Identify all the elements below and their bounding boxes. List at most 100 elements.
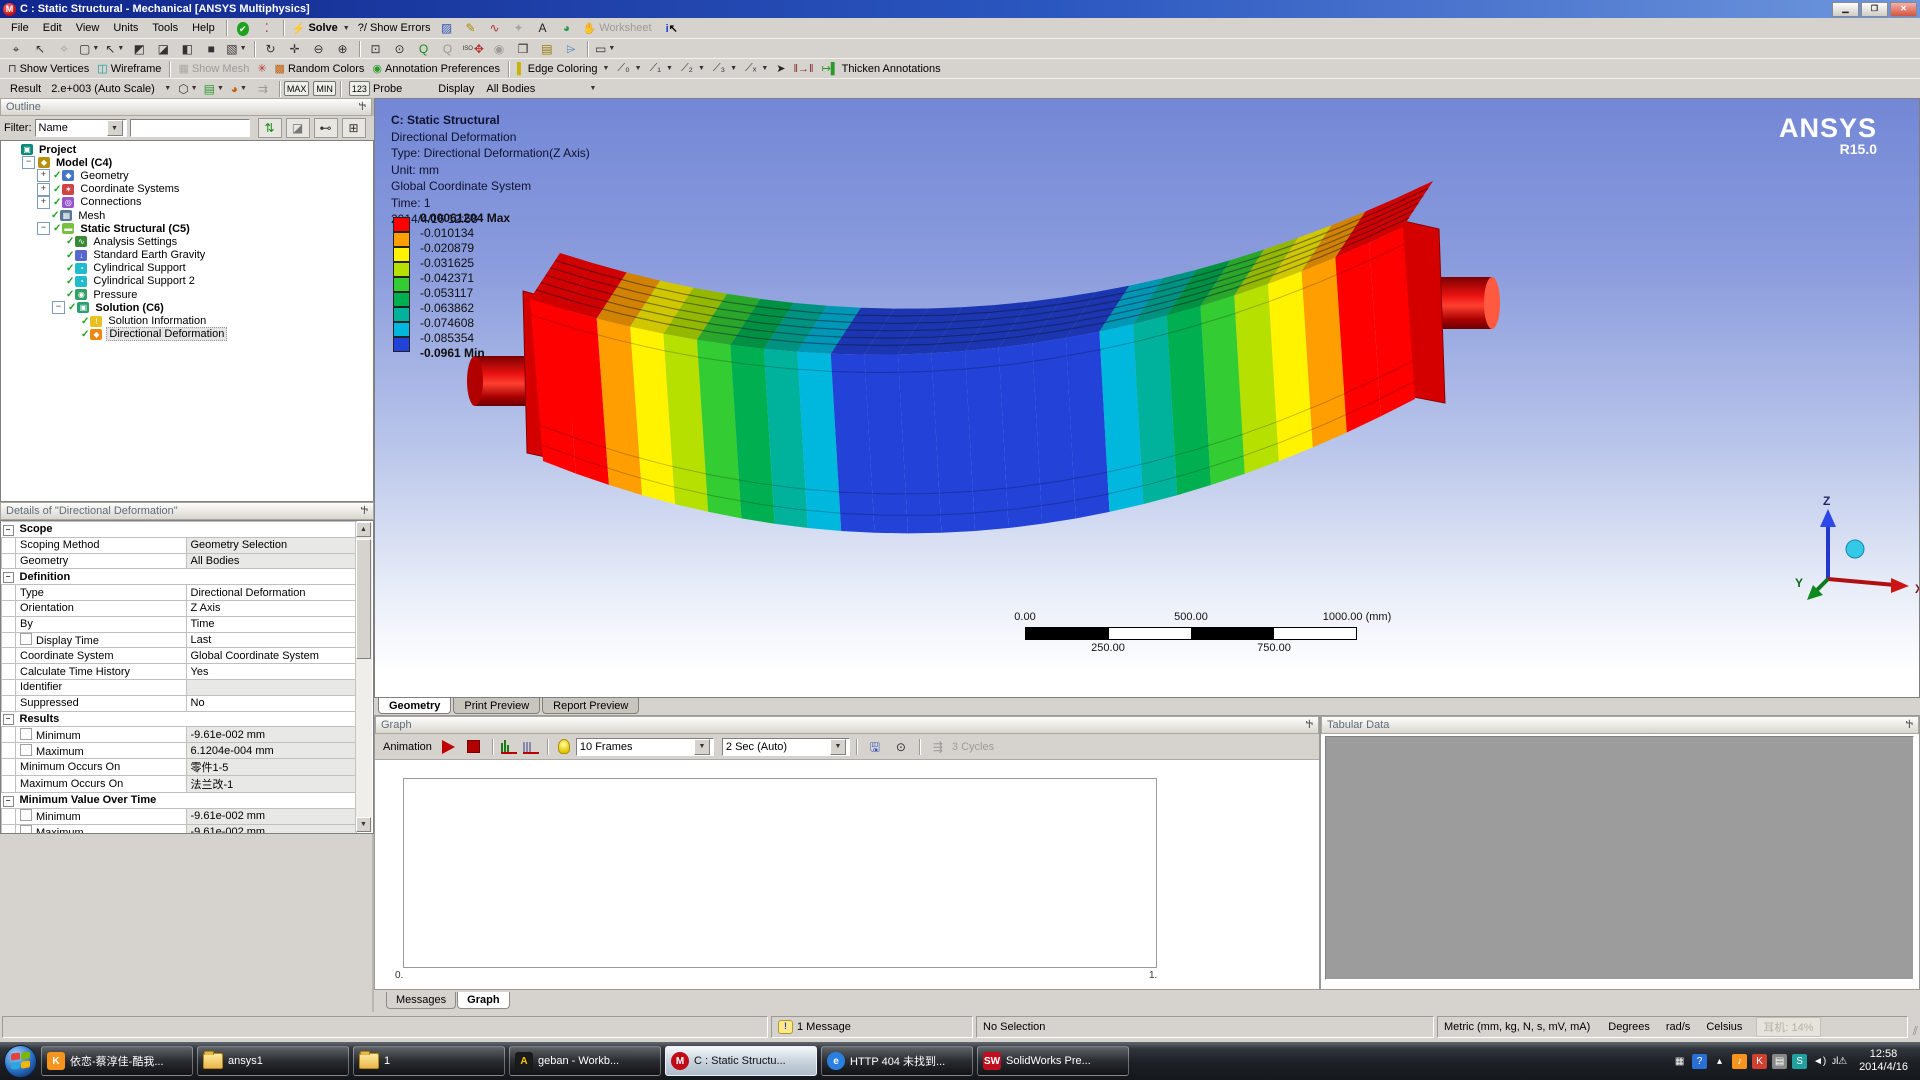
viewports-icon[interactable]: ❒	[512, 40, 534, 58]
pc-manager-tray-icon[interactable]: S	[1792, 1053, 1808, 1069]
comment-icon-gray[interactable]: ✦	[507, 19, 529, 37]
rotate-icon[interactable]: ↻	[260, 40, 282, 58]
select-info-icon[interactable]: ⌖	[5, 40, 27, 58]
edge-direction-2-icon[interactable]: ⟋₂ ▼	[677, 60, 709, 78]
frames-combo[interactable]: 10 Frames ▼	[575, 737, 714, 756]
show-mesh-button[interactable]: ▦ Show Mesh	[174, 60, 253, 78]
edge-direction-3-icon[interactable]: ⟋₃ ▼	[709, 60, 741, 78]
volume-tray-icon[interactable]: ◄)	[1812, 1055, 1827, 1067]
details-row-value[interactable]: Yes	[185, 663, 357, 680]
min-annotation-button[interactable]: MIN	[313, 81, 336, 96]
group-collapse-button[interactable]: −	[2, 524, 14, 536]
duration-combo[interactable]: 2 Sec (Auto) ▼	[721, 737, 850, 756]
tree-item-geometry[interactable]: + ✓ ◆ Geometry	[1, 169, 373, 183]
details-row-value[interactable]: Last	[185, 631, 357, 649]
tree-item-mesh[interactable]: ✓ ▦ Mesh	[1, 209, 373, 222]
details-row-value[interactable]: -9.61e-002 mm	[185, 807, 357, 825]
details-row-value[interactable]: 法兰改-1	[185, 774, 357, 793]
tree-item-cylindrical-support-2[interactable]: ✓ ◔ Cylindrical Support 2	[1, 275, 373, 288]
extend-selection-icon[interactable]: ▧ ▼	[224, 40, 248, 58]
resize-grip[interactable]: ⫽	[1912, 1024, 1918, 1038]
taskbar-item-5[interactable]: e HTTP 404 未找到...	[821, 1046, 973, 1076]
pin-icon[interactable]: Ⴕ	[358, 101, 366, 113]
filter-search-input[interactable]	[129, 119, 250, 137]
checkbox[interactable]	[20, 825, 32, 833]
contour-bands-icon[interactable]: ▤ ▼	[202, 80, 226, 98]
tree-item-solution-information[interactable]: ✓! Solution Information	[1, 314, 373, 327]
taskbar-item-1[interactable]: ansys1	[197, 1046, 349, 1076]
explode-pin-icon[interactable]: ➤	[772, 60, 789, 78]
tree-expander[interactable]: −	[37, 222, 50, 236]
bottom-tab-graph[interactable]: Graph	[457, 992, 510, 1009]
scroll-down-arrow[interactable]: ▼	[356, 817, 371, 832]
probe-button[interactable]: 123 Probe	[345, 80, 406, 98]
tree-item-analysis-settings[interactable]: ✓ ∿ Analysis Settings	[1, 235, 373, 248]
viewcube-combo-icon-dropdown[interactable]: ▼	[608, 45, 616, 52]
edge-coloring-button-dropdown[interactable]: ▼	[602, 65, 610, 72]
look-at-icon[interactable]: ◉	[488, 40, 510, 58]
bottom-tab-messages[interactable]: Messages	[386, 992, 457, 1009]
scale-bar-icon[interactable]: ‖→‖	[789, 60, 817, 78]
details-row-value[interactable]: Geometry Selection	[185, 536, 357, 554]
zoom-time-button[interactable]: ⊙	[895, 739, 906, 754]
select-coordinates-icon[interactable]: ✧	[53, 40, 75, 58]
menu-tools[interactable]: Tools	[152, 22, 179, 34]
tree-item-project[interactable]: ▣ Project	[1, 143, 373, 156]
edge-direction-1-icon[interactable]: ⟋₁ ▼	[646, 60, 677, 78]
result-scale-combo[interactable]: 2.e+003 (Auto Scale) ▼	[51, 82, 172, 95]
maximize-button[interactable]: ❐	[1861, 1, 1888, 17]
stop-button[interactable]	[466, 740, 480, 753]
viewport-tab-report-preview[interactable]: Report Preview	[542, 698, 640, 714]
select-arrow-icon[interactable]: ↖	[29, 40, 51, 58]
filter-clear-icon[interactable]: ◪	[285, 118, 310, 138]
random-colors-button[interactable]: ▩ Random Colors	[271, 60, 369, 78]
edge-direction-1-icon-dropdown[interactable]: ▼	[666, 65, 673, 72]
filter-refresh-icon[interactable]: ⇅	[257, 118, 282, 138]
annotation-text-icon[interactable]: A	[531, 19, 553, 37]
worksheet-button[interactable]: ✋ Worksheet	[578, 19, 655, 37]
thicken-annotations-button[interactable]: ↦▌ Thicken Annotations	[818, 60, 945, 78]
geometry-display-icon-dropdown[interactable]: ▼	[190, 85, 198, 92]
checkbox[interactable]	[20, 743, 32, 756]
show-hidden-icons-button[interactable]: ▴	[1717, 1055, 1723, 1067]
contour-smooth-icon-dropdown[interactable]: ▼	[240, 85, 247, 92]
details-row-value[interactable]: 零件1-5	[185, 757, 357, 776]
taskbar-item-2[interactable]: 1	[353, 1046, 505, 1076]
show-vertices-button[interactable]: ⊓ Show Vertices	[4, 60, 93, 78]
menu-units[interactable]: Units	[113, 22, 139, 34]
extend-selection-icon-dropdown[interactable]: ▼	[239, 45, 247, 52]
scroll-up-arrow[interactable]: ▲	[356, 522, 371, 537]
group-collapse-button[interactable]: −	[2, 714, 14, 726]
image-capture-icon[interactable]: ◕	[555, 19, 577, 37]
viewcube-combo-icon[interactable]: ▭ ▼	[593, 40, 617, 58]
filter-expand-icon[interactable]: ⊷	[313, 118, 338, 138]
max-annotation-button[interactable]: MAX	[283, 81, 310, 96]
tree-expander[interactable]: −	[22, 156, 35, 170]
pin-icon[interactable]: Ⴕ	[1905, 719, 1913, 731]
details-row-value[interactable]: -9.61e-002 mm	[185, 823, 357, 833]
scrollbar-thumb[interactable]	[356, 539, 371, 659]
tree-item-directional-deformation[interactable]: ✓ ◆ Directional Deformation	[1, 327, 373, 342]
menu-edit[interactable]: Edit	[42, 22, 62, 34]
details-row-value[interactable]: All Bodies	[185, 552, 357, 570]
magnifier-icon[interactable]: ⊙	[389, 40, 411, 58]
select-mode-box-icon-dropdown[interactable]: ▼	[92, 45, 100, 52]
help-tray-icon[interactable]: ?	[1692, 1053, 1708, 1069]
edge-direction-3-icon-dropdown[interactable]: ▼	[730, 65, 738, 72]
details-row-value[interactable]: Global Coordinate System	[185, 647, 357, 665]
filter-options-icon[interactable]: ⊞	[341, 118, 366, 138]
update-contours-bulb-icon[interactable]	[557, 739, 570, 754]
menu-view[interactable]: View	[75, 22, 100, 34]
time-chart[interactable]	[403, 778, 1157, 968]
triad-toggle-icon[interactable]: ✳	[253, 60, 270, 78]
network-tray-icon[interactable]: ᴊl⚠	[1831, 1055, 1848, 1067]
filter-type-combo[interactable]: Name ▼	[34, 119, 127, 137]
checkbox[interactable]	[20, 809, 32, 822]
edge-direction-2-icon-dropdown[interactable]: ▼	[697, 65, 705, 72]
tree-item-pressure[interactable]: ✓ ◉ Pressure	[1, 288, 373, 301]
zoom-out-icon[interactable]: ⊖	[308, 40, 330, 58]
tree-expander[interactable]: −	[52, 301, 65, 315]
details-row-value[interactable]: -9.61e-002 mm	[185, 726, 357, 744]
tree-item-standard-earth-gravity[interactable]: ✓ ↓ Standard Earth Gravity	[1, 249, 373, 262]
select-mode-box-icon[interactable]: ▢ ▼	[77, 40, 101, 58]
